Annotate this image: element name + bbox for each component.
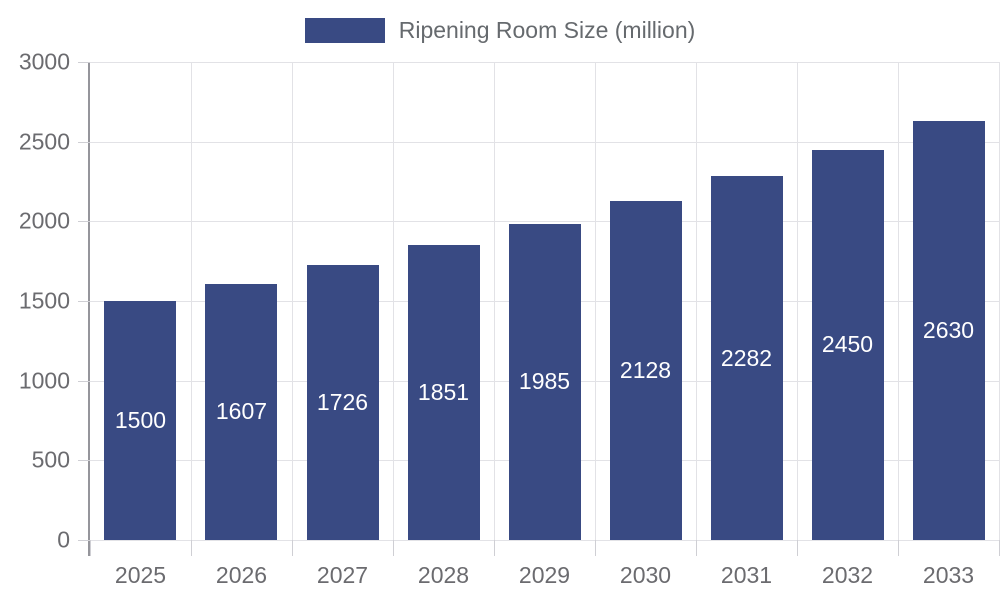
- x-gridline: [494, 62, 495, 540]
- bar[interactable]: 1985: [508, 223, 581, 540]
- y-tick-mark: [78, 540, 90, 541]
- x-axis-tick-label: 2026: [215, 562, 268, 588]
- y-axis-tick-label: 3000: [18, 48, 70, 75]
- bar-value-label: 2450: [821, 331, 874, 358]
- y-gridline: [90, 221, 999, 223]
- x-axis-tick-label: 2028: [417, 562, 470, 588]
- x-tick-mark: [191, 540, 192, 556]
- y-axis-line: [88, 540, 90, 556]
- x-tick-mark: [494, 540, 495, 556]
- x-axis-tick-label: 2030: [619, 562, 672, 588]
- bar-value-label: 2282: [720, 344, 773, 371]
- legend-item[interactable]: Ripening Room Size (million): [0, 18, 1000, 43]
- bar[interactable]: 2450: [811, 149, 884, 540]
- x-axis-tick-label: 2027: [316, 562, 369, 588]
- bar-value-label: 1985: [518, 368, 571, 395]
- x-gridline: [898, 62, 899, 540]
- bar-value-label: 2630: [922, 316, 975, 343]
- x-axis-tick-label: 2033: [922, 562, 975, 588]
- bar[interactable]: 1607: [205, 283, 278, 540]
- x-gridline: [392, 62, 394, 540]
- x-tick-mark: [392, 540, 394, 556]
- y-tick-mark: [78, 141, 90, 143]
- y-axis-tick-label: 1000: [18, 367, 70, 394]
- x-gridline: [797, 62, 798, 540]
- bar-value-label: 2128: [619, 356, 672, 383]
- y-gridline: [90, 540, 999, 541]
- bar[interactable]: 2282: [710, 176, 783, 540]
- bar[interactable]: 2630: [912, 120, 985, 540]
- bar-value-label: 1500: [114, 407, 167, 433]
- plot-area: 0 500 1000 1500 2000 2500 3000 1500 2025 1607 2026…: [19, 49, 1000, 588]
- y-gridline: [90, 141, 999, 143]
- x-axis-tick-label: 2025: [114, 562, 167, 588]
- y-axis-tick-label: 2000: [18, 207, 70, 234]
- legend-swatch-icon: [304, 18, 385, 43]
- bar[interactable]: 2128: [609, 200, 682, 540]
- y-tick-mark: [78, 380, 90, 382]
- x-axis-tick-label: 2029: [518, 562, 571, 588]
- bar[interactable]: 1500: [104, 301, 177, 540]
- y-tick-mark: [78, 301, 90, 302]
- x-axis-tick-label: 2031: [720, 562, 773, 588]
- x-axis-tick-label: 2032: [821, 562, 874, 588]
- x-gridline: [595, 62, 596, 540]
- x-tick-mark: [898, 540, 899, 556]
- y-axis-tick-label: 2500: [18, 128, 70, 155]
- legend-label: Ripening Room Size (million): [398, 17, 696, 43]
- bar-value-label: 1726: [316, 389, 369, 415]
- y-axis-tick-label: 1500: [18, 287, 70, 314]
- bar[interactable]: 1851: [407, 245, 480, 540]
- y-tick-mark: [78, 62, 90, 63]
- x-tick-mark: [595, 540, 596, 556]
- bar[interactable]: 1726: [306, 265, 379, 540]
- x-tick-mark: [797, 540, 798, 556]
- x-tick-mark: [90, 540, 91, 556]
- y-tick-mark: [78, 221, 90, 223]
- x-gridline: [695, 62, 697, 540]
- x-gridline: [292, 62, 293, 540]
- y-tick-mark: [78, 460, 90, 462]
- y-axis-tick-label: 500: [31, 446, 70, 473]
- bar-value-label: 1607: [215, 398, 268, 425]
- x-gridline: [191, 62, 192, 540]
- y-axis-tick-label: 0: [57, 526, 70, 553]
- bar-value-label: 1851: [417, 379, 470, 406]
- x-tick-mark: [292, 540, 293, 556]
- x-tick-mark: [695, 540, 697, 556]
- y-gridline: [90, 62, 999, 63]
